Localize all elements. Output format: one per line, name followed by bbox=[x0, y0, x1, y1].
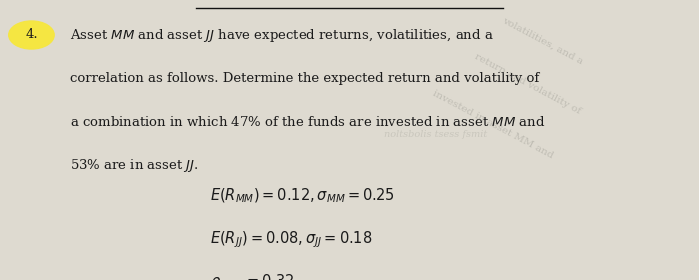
Text: 53% are in asset $\mathit{JJ}$.: 53% are in asset $\mathit{JJ}$. bbox=[70, 157, 199, 174]
Text: 4.: 4. bbox=[25, 29, 38, 41]
Text: return and volatility of: return and volatility of bbox=[473, 52, 582, 116]
Text: $\rho_{JJMM} = 0.32$: $\rho_{JJMM} = 0.32$ bbox=[210, 272, 294, 280]
Text: noltsbolis tsess fsmit: noltsbolis tsess fsmit bbox=[384, 130, 488, 139]
Text: invested in asset MM and: invested in asset MM and bbox=[431, 88, 555, 160]
Text: $E(R_{MM}) = 0.12, \sigma_{MM} = 0.25$: $E(R_{MM}) = 0.12, \sigma_{MM} = 0.25$ bbox=[210, 187, 394, 205]
Ellipse shape bbox=[8, 21, 55, 49]
Text: correlation as follows. Determine the expected return and volatility of: correlation as follows. Determine the ex… bbox=[70, 72, 539, 85]
Text: a combination in which 47% of the funds are invested in asset $\mathit{MM}$ and: a combination in which 47% of the funds … bbox=[70, 115, 545, 129]
Text: Asset $\mathit{MM}$ and asset $\mathit{JJ}$ have expected returns, volatilities,: Asset $\mathit{MM}$ and asset $\mathit{J… bbox=[70, 27, 493, 43]
Text: volatilities, and a: volatilities, and a bbox=[501, 16, 585, 66]
Text: $E(R_{JJ}) = 0.08, \sigma_{JJ} = 0.18$: $E(R_{JJ}) = 0.08, \sigma_{JJ} = 0.18$ bbox=[210, 229, 373, 250]
